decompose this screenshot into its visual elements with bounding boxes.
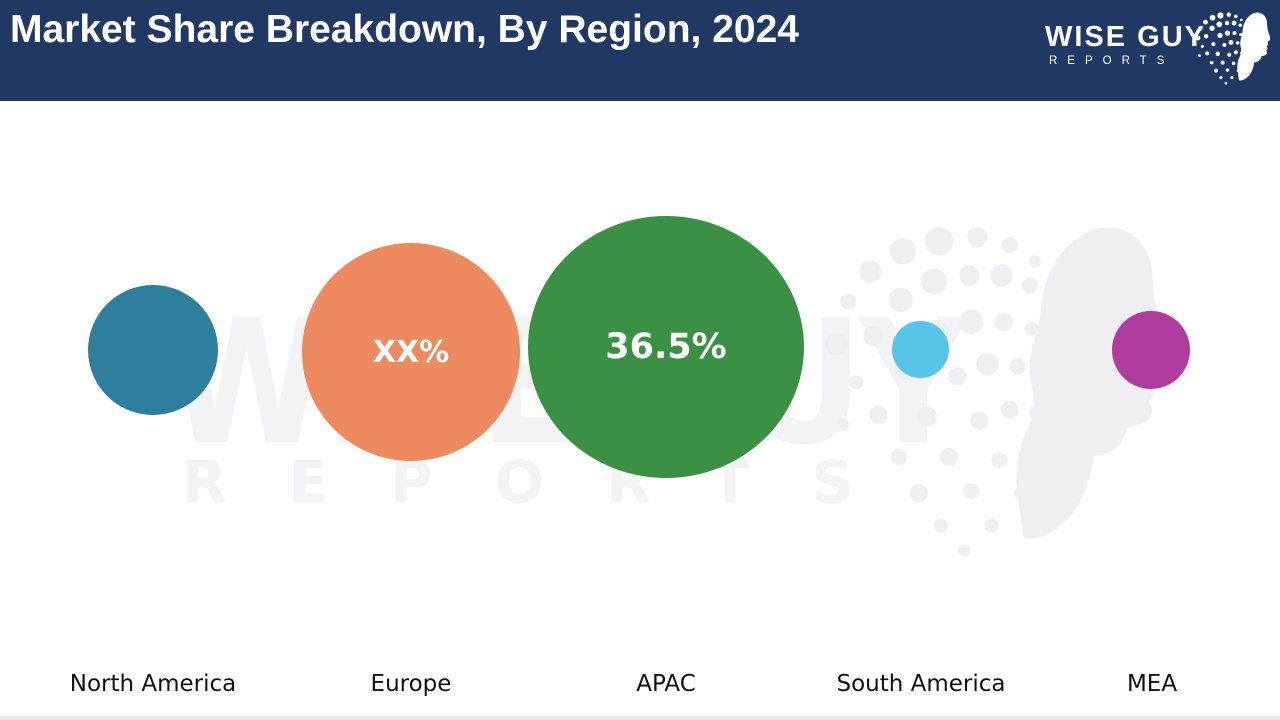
brand-logo-text: WISE GUY REPORTS [1044,21,1206,68]
bubble-south-america [892,321,949,378]
watermark-reports-text: REPORTS [182,448,916,516]
bubble-value-apac: 36.5% [605,327,727,367]
page-title: Market Share Breakdown, By Region, 2024 [10,8,799,51]
bubble-value-europe: XX% [372,334,450,370]
watermark-head-icon [818,222,1166,567]
category-label-mea: MEA [1126,671,1178,697]
category-label-south-america: South America [836,671,1006,697]
brand-head-icon [1194,6,1270,92]
bubble-apac: 36.5% [528,216,804,478]
category-label-north-america: North America [69,671,237,697]
bubble-north-america [88,285,218,415]
bottom-edge-divider [0,716,1280,720]
brand-subname: REPORTS [1048,55,1175,68]
bubble-europe: XX% [302,243,520,461]
header-bar: Market Share Breakdown, By Region, 2024 … [0,0,1280,101]
category-label-europe: Europe [370,671,452,697]
category-label-apac: APAC [636,671,696,697]
brand-name: WISE GUY [1044,21,1206,53]
bubble-mea [1112,311,1190,389]
brand-logo: WISE GUY REPORTS [1045,6,1270,92]
